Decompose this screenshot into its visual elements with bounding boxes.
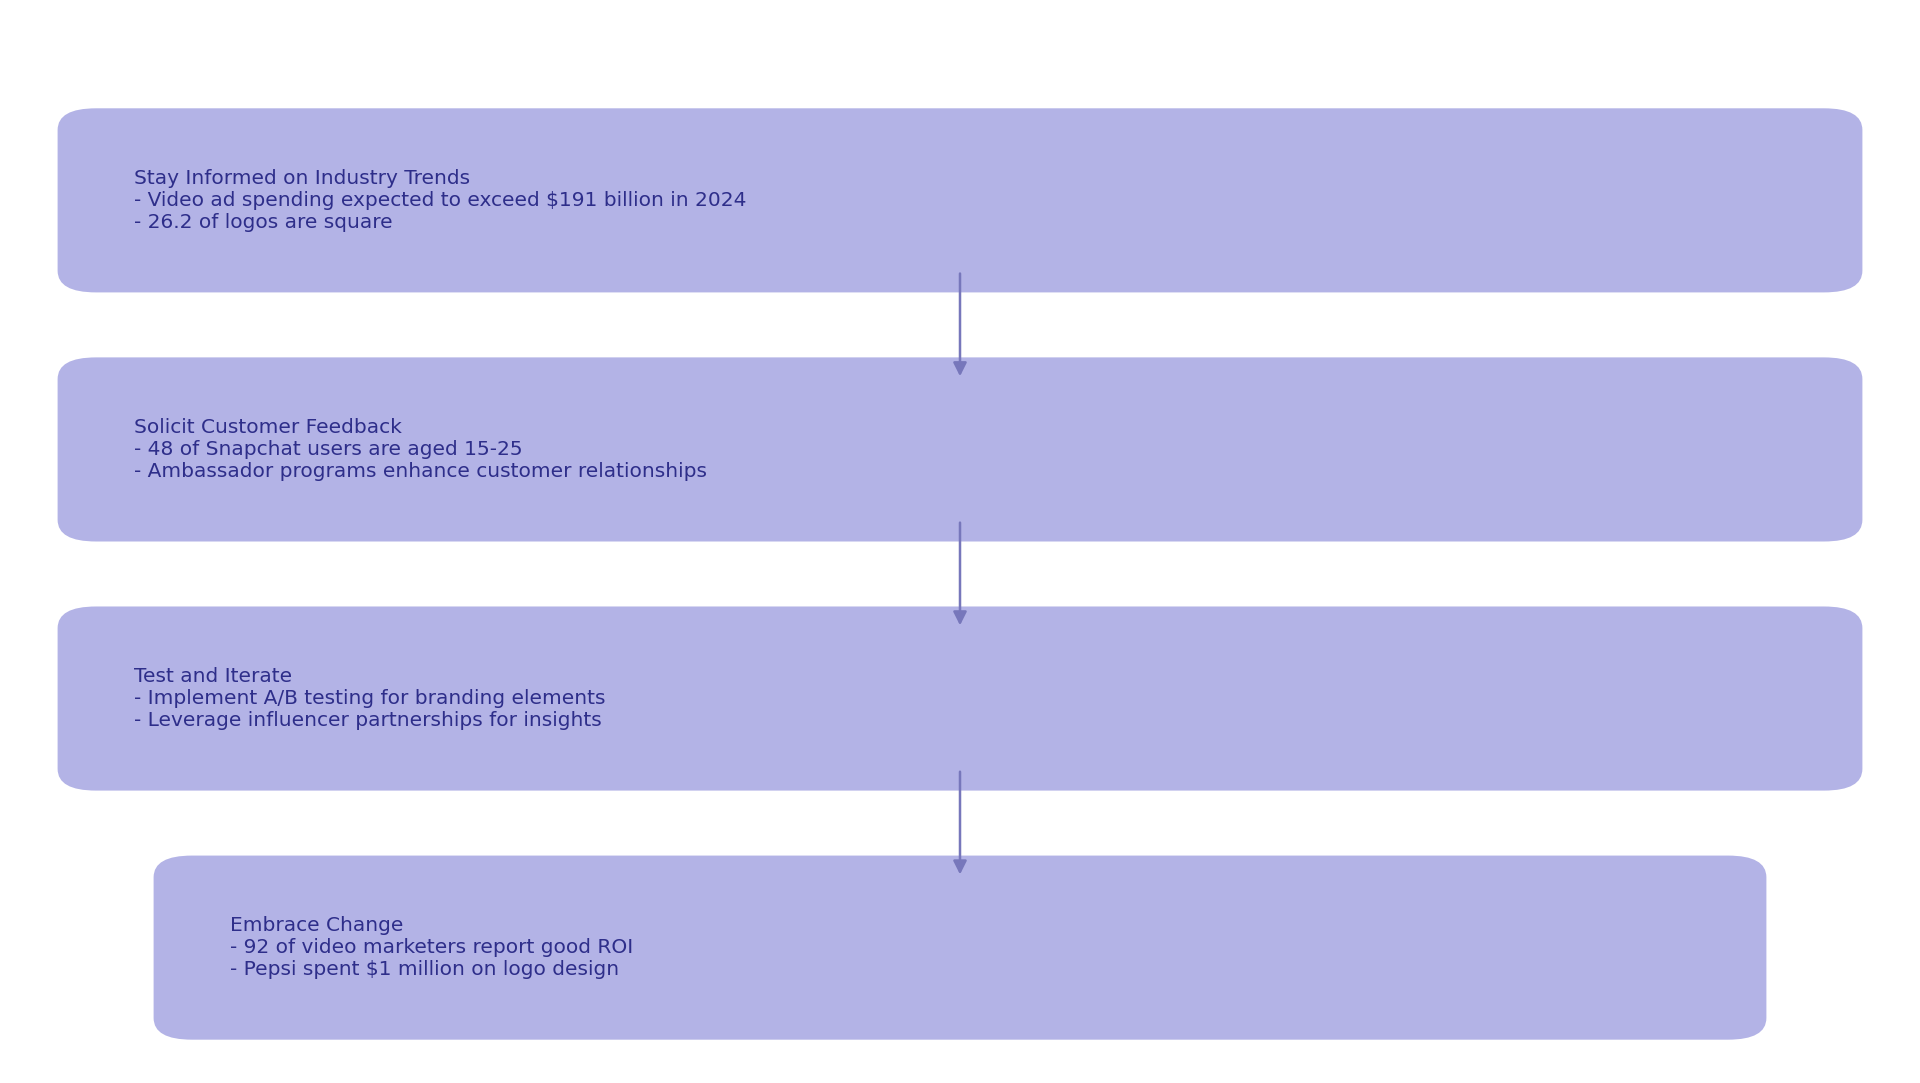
Text: Embrace Change
- 92 of video marketers report good ROI
- Pepsi spent $1 million : Embrace Change - 92 of video marketers r… — [230, 916, 634, 979]
FancyBboxPatch shape — [58, 606, 1862, 791]
Text: Stay Informed on Industry Trends
- Video ad spending expected to exceed $191 bil: Stay Informed on Industry Trends - Video… — [134, 169, 747, 232]
FancyBboxPatch shape — [58, 357, 1862, 542]
FancyBboxPatch shape — [58, 108, 1862, 292]
Text: Test and Iterate
- Implement A/B testing for branding elements
- Leverage influe: Test and Iterate - Implement A/B testing… — [134, 667, 607, 730]
FancyBboxPatch shape — [154, 856, 1766, 1040]
Text: Solicit Customer Feedback
- 48 of Snapchat users are aged 15-25
- Ambassador pro: Solicit Customer Feedback - 48 of Snapch… — [134, 418, 707, 481]
